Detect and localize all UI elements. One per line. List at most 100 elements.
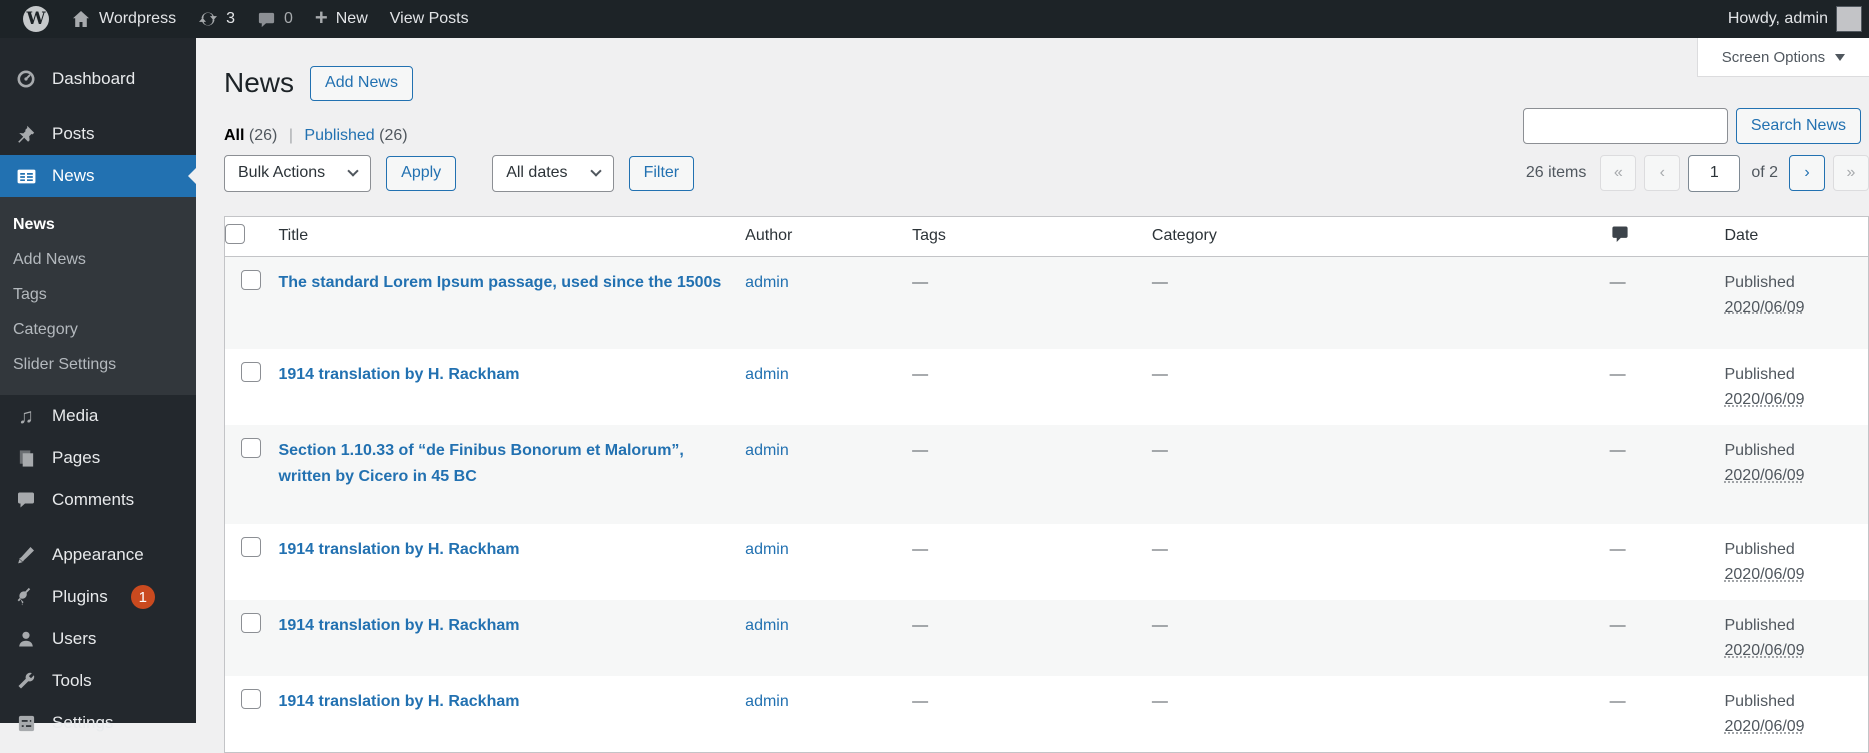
news-title-link[interactable]: 1914 translation by H. Rackham bbox=[278, 537, 519, 563]
current-page-input[interactable] bbox=[1688, 155, 1740, 192]
pagination: 26 items « ‹ of 2 › » bbox=[1526, 155, 1869, 192]
all-dates-select[interactable]: All dates bbox=[492, 155, 613, 192]
first-page-button[interactable]: « bbox=[1600, 155, 1636, 191]
search-news-button[interactable]: Search News bbox=[1736, 108, 1861, 144]
sidebar-label-comments: Comments bbox=[52, 490, 134, 510]
table-row: 1914 translation by H. Rackham admin — —… bbox=[225, 676, 1869, 753]
filter-button[interactable]: Filter bbox=[629, 156, 695, 191]
category-value: — bbox=[1152, 617, 1168, 634]
submenu-item-tags[interactable]: Tags bbox=[0, 277, 196, 312]
date-value: 2020/06/09 bbox=[1725, 566, 1805, 583]
tags-value: — bbox=[912, 366, 928, 383]
submenu-label-slider-settings: Slider Settings bbox=[13, 356, 116, 374]
row-checkbox[interactable] bbox=[241, 270, 261, 290]
category-value: — bbox=[1152, 693, 1168, 710]
sidebar-item-appearance[interactable]: Appearance bbox=[0, 534, 196, 576]
chevron-down-icon bbox=[347, 166, 358, 177]
column-header-author: Author bbox=[745, 216, 912, 256]
admin-menu: Dashboard Posts News News Add News Tags … bbox=[0, 38, 196, 723]
prev-page-button[interactable]: ‹ bbox=[1644, 155, 1680, 191]
author-link[interactable]: admin bbox=[745, 693, 789, 710]
submenu-item-add-news[interactable]: Add News bbox=[0, 242, 196, 277]
sidebar-item-news[interactable]: News bbox=[0, 155, 196, 197]
status-label: Published bbox=[1725, 274, 1795, 291]
submenu-label-tags: Tags bbox=[13, 286, 47, 304]
updates-menu[interactable]: 3 bbox=[187, 0, 246, 38]
bulk-actions-select[interactable]: Bulk Actions bbox=[224, 155, 371, 192]
column-header-title[interactable]: Title bbox=[278, 216, 745, 256]
comments-value: — bbox=[1610, 274, 1626, 291]
date-value: 2020/06/09 bbox=[1725, 718, 1805, 735]
author-link[interactable]: admin bbox=[745, 442, 789, 459]
table-header-row: Title Author Tags Category Date bbox=[225, 216, 1869, 256]
new-content-menu[interactable]: + New bbox=[304, 0, 379, 38]
pushpin-icon bbox=[14, 124, 38, 144]
date-value: 2020/06/09 bbox=[1725, 299, 1805, 316]
filter-published[interactable]: Published bbox=[304, 127, 374, 144]
author-link[interactable]: admin bbox=[745, 366, 789, 383]
select-all-checkbox[interactable] bbox=[225, 224, 245, 244]
sidebar-item-comments[interactable]: Comments bbox=[0, 479, 196, 521]
my-account-menu[interactable]: Howdy, admin bbox=[1717, 0, 1857, 38]
sidebar-item-dashboard[interactable]: Dashboard bbox=[0, 58, 196, 100]
sidebar-item-tools[interactable]: Tools bbox=[0, 660, 196, 702]
comments-value: — bbox=[1610, 617, 1626, 634]
submenu-item-category[interactable]: Category bbox=[0, 312, 196, 347]
news-title-link[interactable]: 1914 translation by H. Rackham bbox=[278, 613, 519, 639]
comments-menu[interactable]: 0 bbox=[246, 0, 304, 38]
column-header-date[interactable]: Date bbox=[1725, 216, 1869, 256]
sidebar-item-users[interactable]: Users bbox=[0, 618, 196, 660]
table-row: The standard Lorem Ipsum passage, used s… bbox=[225, 256, 1869, 349]
users-icon bbox=[14, 629, 38, 649]
sidebar-item-posts[interactable]: Posts bbox=[0, 113, 196, 155]
sidebar-label-users: Users bbox=[52, 629, 96, 649]
news-title-link[interactable]: 1914 translation by H. Rackham bbox=[278, 689, 519, 715]
row-checkbox[interactable] bbox=[241, 438, 261, 458]
sidebar-label-appearance: Appearance bbox=[52, 545, 144, 565]
submenu-item-news[interactable]: News bbox=[0, 207, 196, 242]
tools-wrench-icon bbox=[14, 671, 38, 691]
column-header-tags: Tags bbox=[912, 216, 1152, 256]
sidebar-label-tools: Tools bbox=[52, 671, 92, 691]
news-list-icon bbox=[14, 166, 38, 187]
last-page-button[interactable]: » bbox=[1833, 155, 1869, 191]
tags-value: — bbox=[912, 442, 928, 459]
row-checkbox[interactable] bbox=[241, 362, 261, 382]
view-posts-link[interactable]: View Posts bbox=[379, 0, 480, 38]
category-value: — bbox=[1152, 274, 1168, 291]
author-link[interactable]: admin bbox=[745, 541, 789, 558]
news-title-link[interactable]: The standard Lorem Ipsum passage, used s… bbox=[278, 270, 721, 296]
news-title-link[interactable]: 1914 translation by H. Rackham bbox=[278, 362, 519, 388]
author-link[interactable]: admin bbox=[745, 274, 789, 291]
site-name-menu[interactable]: Wordpress bbox=[60, 0, 187, 38]
wordpress-logo-icon: W bbox=[23, 6, 49, 32]
date-value: 2020/06/09 bbox=[1725, 467, 1805, 484]
comments-count: 0 bbox=[284, 10, 293, 28]
comments-icon bbox=[14, 490, 38, 510]
news-submenu: News Add News Tags Category Slider Setti… bbox=[0, 197, 196, 395]
author-link[interactable]: admin bbox=[745, 617, 789, 634]
next-page-button[interactable]: › bbox=[1789, 155, 1825, 191]
column-header-comments bbox=[1610, 216, 1725, 256]
updates-icon bbox=[198, 9, 218, 29]
row-checkbox[interactable] bbox=[241, 689, 261, 709]
filter-all[interactable]: All bbox=[224, 127, 244, 144]
page-title: News bbox=[224, 67, 294, 99]
status-label: Published bbox=[1725, 541, 1795, 558]
submenu-item-slider-settings[interactable]: Slider Settings bbox=[0, 347, 196, 382]
sidebar-label-news: News bbox=[52, 166, 95, 186]
row-checkbox[interactable] bbox=[241, 537, 261, 557]
submenu-label-add-news: Add News bbox=[13, 251, 86, 269]
wordpress-logo-menu[interactable]: W bbox=[12, 0, 60, 38]
search-input[interactable] bbox=[1523, 108, 1728, 144]
row-checkbox[interactable] bbox=[241, 613, 261, 633]
add-news-button[interactable]: Add News bbox=[310, 66, 413, 101]
apply-button[interactable]: Apply bbox=[386, 156, 456, 191]
status-label: Published bbox=[1725, 442, 1795, 459]
sidebar-item-pages[interactable]: Pages bbox=[0, 437, 196, 479]
sidebar-item-media[interactable]: ♫ Media bbox=[0, 395, 196, 437]
news-title-link[interactable]: Section 1.10.33 of “de Finibus Bonorum e… bbox=[278, 438, 723, 490]
bulk-actions-label: Bulk Actions bbox=[238, 164, 325, 182]
sidebar-item-plugins[interactable]: Plugins 1 bbox=[0, 576, 196, 618]
howdy-label: Howdy, admin bbox=[1728, 10, 1828, 28]
